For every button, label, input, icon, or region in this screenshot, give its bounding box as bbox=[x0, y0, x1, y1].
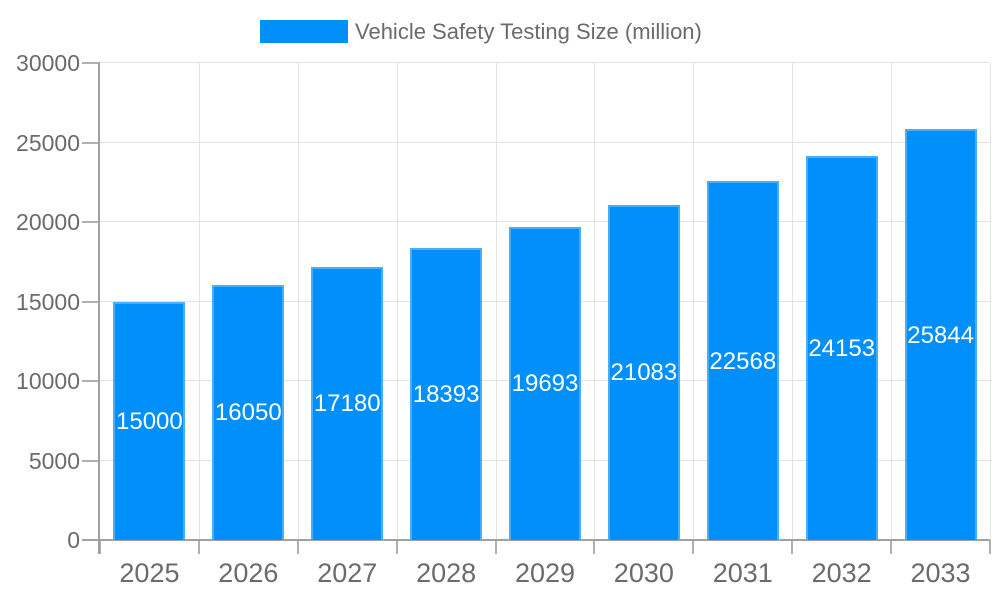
x-axis-label: 2031 bbox=[712, 558, 773, 588]
bar[interactable]: 25844 bbox=[904, 129, 977, 540]
x-gridline bbox=[594, 63, 595, 540]
x-gridline bbox=[792, 63, 793, 540]
bar[interactable]: 16050 bbox=[212, 284, 285, 540]
x-tick bbox=[99, 540, 101, 554]
bar-value-label: 16050 bbox=[214, 399, 282, 427]
x-axis-label: 2033 bbox=[910, 558, 971, 588]
y-gridline bbox=[100, 142, 990, 143]
y-axis-label: 30000 bbox=[16, 50, 80, 76]
bar-value-label: 25844 bbox=[907, 321, 974, 349]
bar-value-label: 22568 bbox=[709, 347, 777, 375]
y-axis-label: 0 bbox=[67, 527, 80, 553]
bar-value-label: 24153 bbox=[808, 335, 876, 362]
bar[interactable]: 18393 bbox=[410, 247, 483, 540]
bar-value-label: 15000 bbox=[116, 407, 183, 435]
y-gridline bbox=[100, 221, 990, 222]
bar-value-label: 18393 bbox=[412, 380, 480, 408]
x-axis-label: 2028 bbox=[416, 558, 477, 588]
y-gridline bbox=[100, 62, 990, 63]
bar-value-label: 17180 bbox=[313, 390, 381, 418]
x-gridline bbox=[397, 63, 398, 540]
x-tick bbox=[791, 540, 793, 554]
x-tick bbox=[297, 540, 299, 554]
x-gridline bbox=[990, 63, 991, 540]
x-tick bbox=[989, 540, 991, 554]
y-tick bbox=[82, 221, 100, 223]
x-axis-label: 2026 bbox=[218, 558, 279, 588]
bar[interactable]: 24153 bbox=[805, 156, 878, 540]
bar[interactable]: 22568 bbox=[706, 181, 779, 540]
y-tick bbox=[82, 380, 100, 382]
x-tick bbox=[890, 540, 892, 554]
y-axis-label: 5000 bbox=[28, 448, 80, 474]
x-tick bbox=[396, 540, 398, 554]
y-axis-label: 10000 bbox=[16, 368, 80, 394]
y-tick bbox=[82, 62, 100, 64]
bar[interactable]: 17180 bbox=[311, 266, 384, 540]
bar-value-label: 21083 bbox=[610, 359, 678, 387]
x-axis-label: 2027 bbox=[317, 558, 378, 588]
y-axis-label: 20000 bbox=[16, 209, 80, 235]
bar[interactable]: 15000 bbox=[113, 301, 186, 540]
bar[interactable]: 19693 bbox=[509, 226, 581, 540]
x-gridline bbox=[496, 63, 497, 540]
x-gridline bbox=[693, 63, 694, 540]
x-tick bbox=[198, 540, 200, 554]
y-tick bbox=[82, 142, 100, 144]
y-tick bbox=[82, 460, 100, 462]
x-gridline bbox=[298, 63, 299, 540]
legend-swatch-icon bbox=[260, 20, 348, 43]
x-gridline bbox=[891, 63, 892, 540]
legend-label: Vehicle Safety Testing Size (million) bbox=[355, 19, 702, 44]
x-axis-label: 2025 bbox=[119, 558, 180, 588]
bar-value-label: 19693 bbox=[511, 370, 579, 398]
x-axis-line bbox=[82, 539, 990, 541]
y-axis-line bbox=[98, 63, 100, 554]
x-tick bbox=[593, 540, 595, 554]
x-gridline bbox=[199, 63, 200, 540]
bar[interactable]: 21083 bbox=[607, 204, 680, 540]
x-tick bbox=[495, 540, 497, 554]
x-axis-label: 2029 bbox=[515, 558, 576, 588]
x-axis-label: 2030 bbox=[613, 558, 674, 588]
x-tick bbox=[692, 540, 694, 554]
y-axis-label: 15000 bbox=[16, 289, 80, 315]
y-tick bbox=[82, 301, 100, 303]
y-axis-label: 25000 bbox=[16, 130, 80, 156]
x-axis-label: 2032 bbox=[811, 558, 872, 588]
